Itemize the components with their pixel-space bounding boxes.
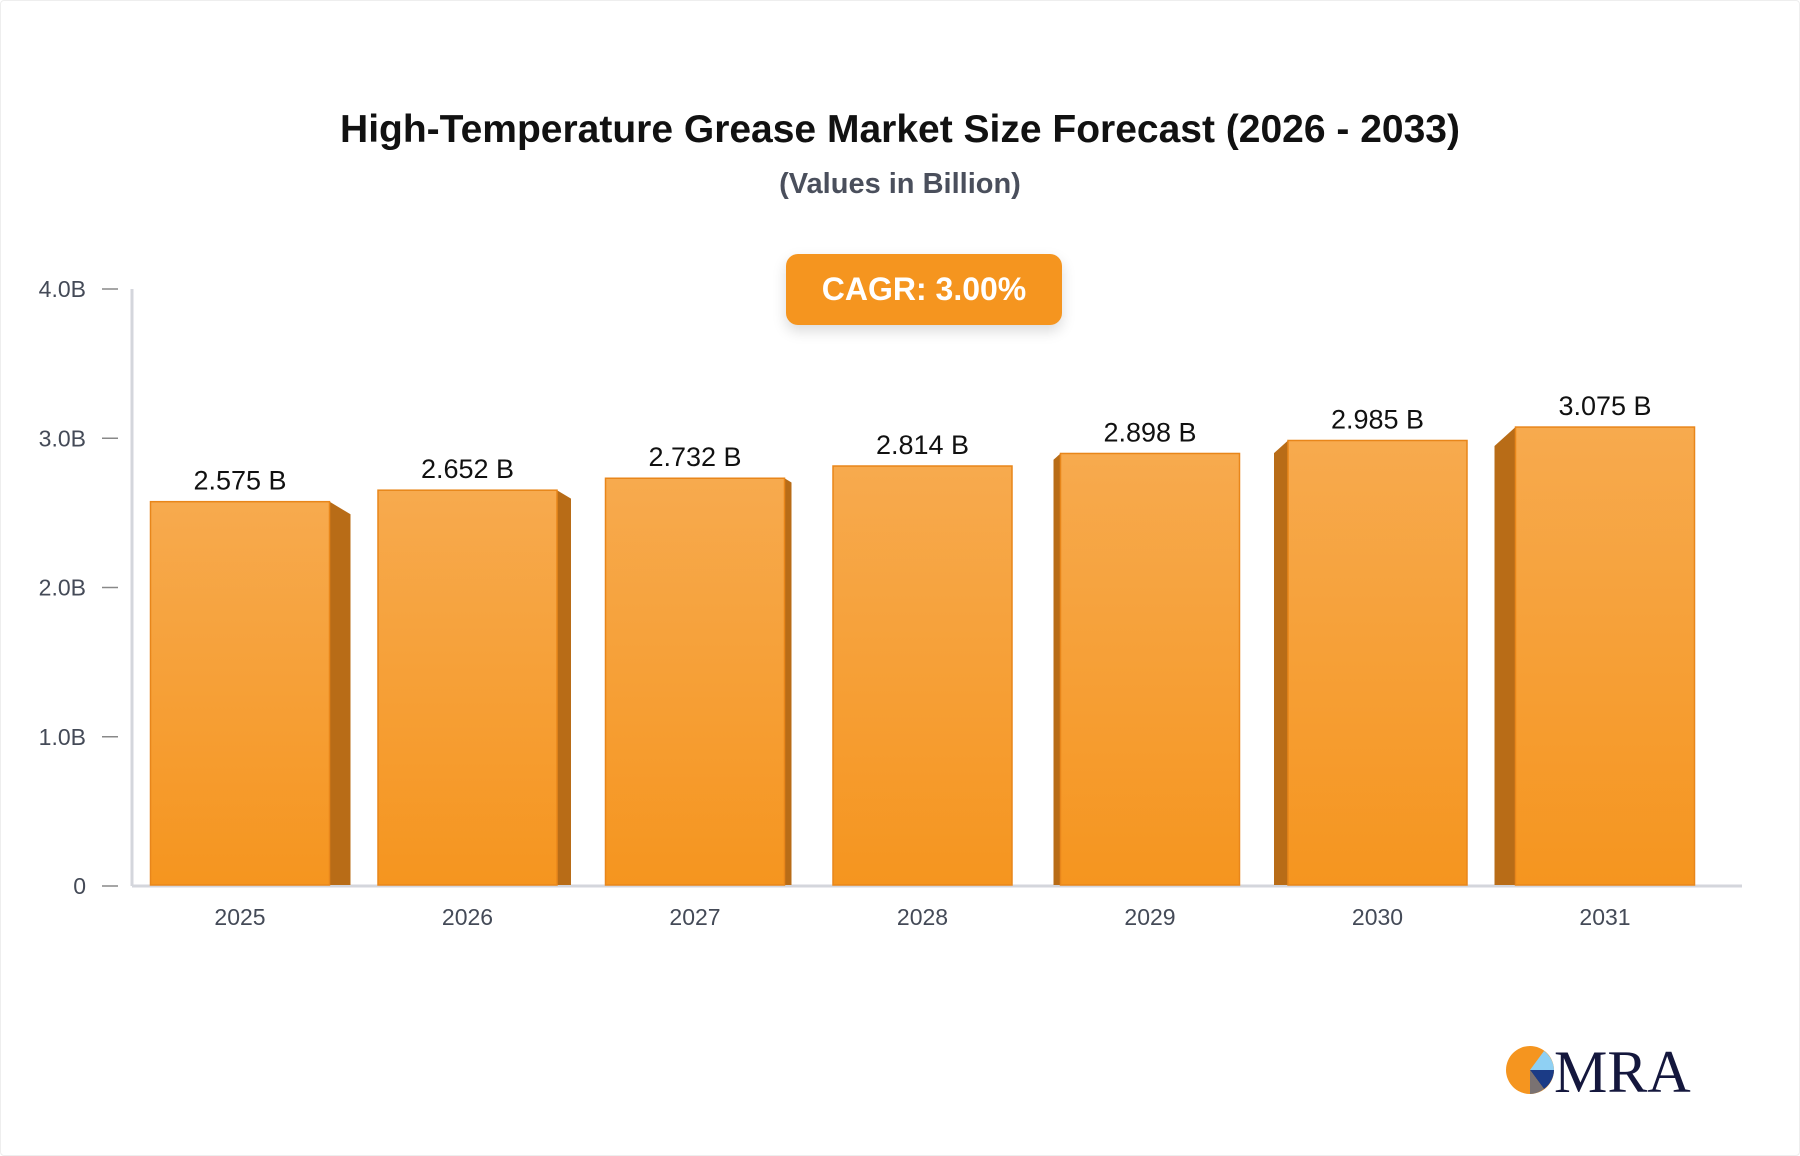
data-label: 2.732 B	[648, 442, 741, 472]
data-label: 2.985 B	[1331, 404, 1424, 434]
x-tick-label: 2029	[1124, 904, 1175, 930]
mra-logo: MRA	[1506, 1040, 1691, 1100]
data-label: 2.652 B	[421, 454, 514, 484]
x-tick-label: 2028	[897, 904, 948, 930]
y-tick-label: 4.0B	[39, 276, 86, 302]
bar-side	[1053, 453, 1061, 885]
y-tick-label: 2.0B	[39, 575, 86, 601]
data-label: 3.075 B	[1558, 391, 1651, 421]
bar	[832, 465, 1013, 886]
bar	[149, 500, 331, 886]
bar-side	[1274, 440, 1288, 885]
chart-title: High-Temperature Grease Market Size Fore…	[340, 108, 1460, 151]
x-tick-label: 2031	[1579, 904, 1630, 930]
x-tick-label: 2030	[1352, 904, 1403, 930]
data-label: 2.898 B	[1103, 417, 1196, 447]
bar	[377, 489, 558, 886]
cagr-badge: CAGR: 3.00%	[786, 254, 1062, 325]
bar-side	[557, 490, 571, 885]
chart-subtitle: (Values in Billion)	[779, 168, 1021, 200]
bar	[1059, 452, 1241, 886]
y-tick-label: 1.0B	[39, 724, 86, 750]
bar	[1287, 439, 1468, 886]
logo-text: MRA	[1554, 1040, 1691, 1100]
bar-side	[784, 478, 792, 885]
x-tick-label: 2026	[442, 904, 493, 930]
x-tick-label: 2027	[669, 904, 720, 930]
bar	[1514, 426, 1696, 886]
x-tick-label: 2025	[214, 904, 265, 930]
bar-side	[329, 501, 351, 885]
data-label: 2.575 B	[193, 466, 286, 496]
data-label: 2.814 B	[876, 430, 969, 460]
bar	[604, 477, 786, 886]
y-tick-label: 0	[73, 873, 86, 899]
bar-side	[1494, 427, 1516, 885]
y-tick-label: 3.0B	[39, 425, 86, 451]
